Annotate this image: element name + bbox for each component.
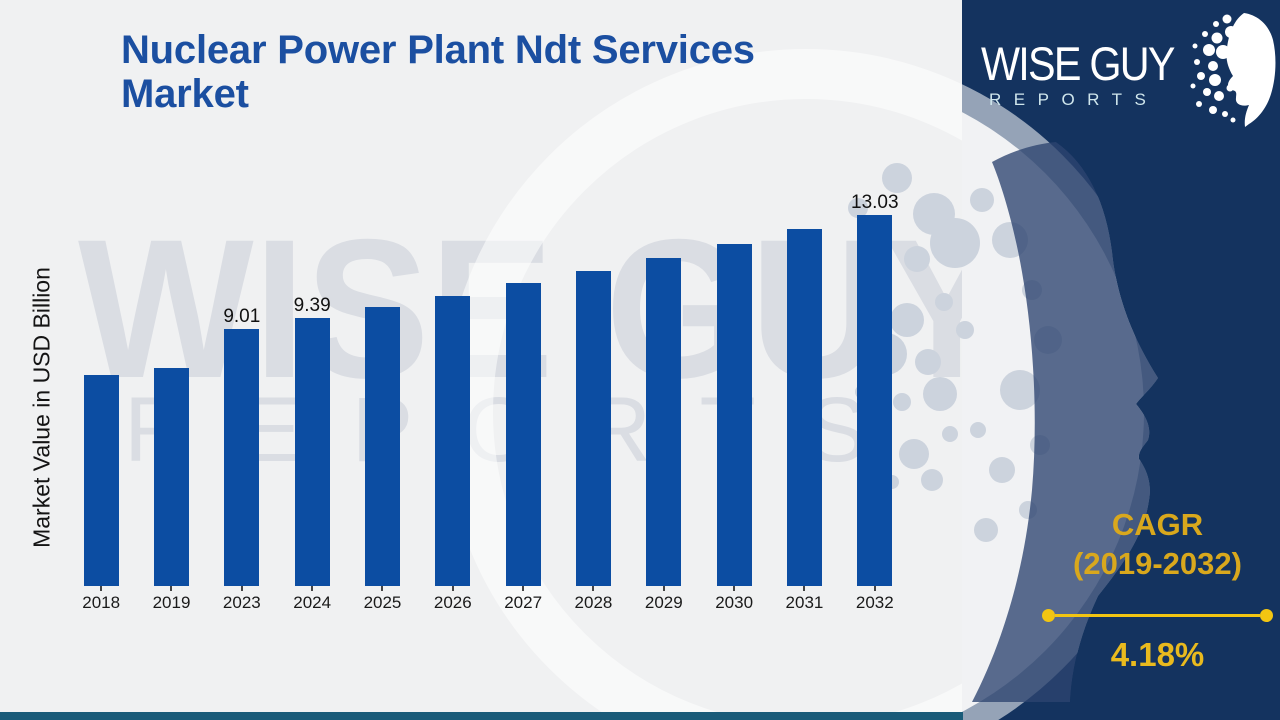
bar-2019 — [153, 367, 189, 586]
bar-column-2019: 2019 — [136, 135, 206, 613]
x-tick-label: 2023 — [222, 593, 261, 612]
cagr-label: CAGR — [1111, 507, 1204, 542]
x-tick-label: 2019 — [152, 593, 191, 612]
bar-value-label: 9.39 — [293, 295, 331, 317]
bar-column-2023: 9.01 2023 — [207, 135, 277, 613]
bar-value-label: 9.01 — [223, 306, 261, 328]
bar-column-2029: 2029 — [629, 135, 699, 613]
x-tick — [733, 586, 736, 591]
x-tick — [100, 586, 103, 591]
x-tick — [381, 586, 384, 591]
bar-column-2018: 2018 — [66, 135, 136, 613]
x-tick-label: 2027 — [504, 593, 543, 612]
x-tick-label: 2032 — [855, 593, 894, 612]
x-tick-label: 2028 — [574, 593, 613, 612]
bar-column-2025: 2025 — [347, 135, 417, 613]
bar-2032 — [857, 214, 893, 586]
cagr-range: (2019-2032) — [1073, 546, 1242, 581]
bar-column-2026: 2026 — [418, 135, 488, 613]
x-tick-label: 2031 — [785, 593, 824, 612]
bar-column-2024: 9.39 2024 — [277, 135, 347, 613]
x-tick-label: 2026 — [433, 593, 472, 612]
x-tick-label: 2024 — [293, 593, 332, 612]
bar-column-2028: 2028 — [558, 135, 628, 613]
bar-chart: 2018 2019 9.01 2023 9.39 2024 2025 2026 2027 2028… — [66, 135, 910, 613]
logo-wordmark: WISE GUY — [981, 37, 1176, 90]
x-tick-label: 2025 — [363, 593, 402, 612]
bar-2028 — [575, 270, 611, 586]
bar-2031 — [786, 229, 822, 586]
bar-column-2032: 13.03 2032 — [840, 135, 910, 613]
x-tick — [662, 586, 665, 591]
x-tick-label: 2030 — [715, 593, 754, 612]
x-tick — [451, 586, 454, 591]
divider-line — [1055, 614, 1260, 617]
x-tick-label: 2029 — [644, 593, 683, 612]
bar-value-label: 13.03 — [851, 191, 899, 213]
bar-column-2027: 2027 — [488, 135, 558, 613]
x-tick — [240, 586, 243, 591]
divider-dot-left — [1042, 609, 1055, 622]
bar-2018 — [83, 375, 119, 586]
x-tick — [873, 586, 876, 591]
bar-2027 — [505, 283, 541, 586]
bar-2030 — [716, 243, 752, 586]
bar-2025 — [364, 307, 400, 586]
cagr-block: CAGR (2019-2032) 4.18% — [1040, 505, 1275, 674]
x-tick — [311, 586, 314, 591]
bar-2023 — [224, 329, 260, 586]
cagr-divider — [1042, 609, 1273, 622]
bar-2029 — [646, 257, 682, 586]
page-title: Nuclear Power Plant Ndt Services Market — [121, 28, 755, 116]
bar-column-2030: 2030 — [699, 135, 769, 613]
x-tick — [170, 586, 173, 591]
cagr-value: 4.18% — [1110, 636, 1205, 673]
bar-2026 — [435, 295, 471, 586]
logo-head-icon — [1190, 13, 1276, 127]
divider-dot-right — [1260, 609, 1273, 622]
y-axis-label: Market Value in USD Billion — [28, 267, 55, 548]
logo-reports-text: REPORTS — [989, 90, 1159, 109]
x-tick — [522, 586, 525, 591]
footer-strip — [0, 712, 963, 720]
x-tick — [592, 586, 595, 591]
bar-column-2031: 2031 — [769, 135, 839, 613]
x-tick-label: 2018 — [82, 593, 121, 612]
bar-2024 — [294, 318, 330, 586]
x-tick — [803, 586, 806, 591]
